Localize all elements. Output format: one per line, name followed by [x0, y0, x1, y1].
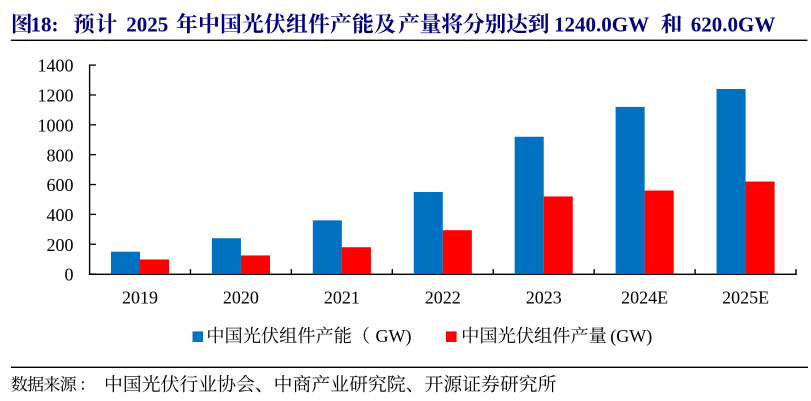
svg-text:2023: 2023 [526, 287, 562, 307]
svg-text:18:: 18: [31, 13, 59, 37]
svg-text:2024E: 2024E [621, 287, 668, 307]
svg-text:2019: 2019 [122, 287, 158, 307]
svg-text:0: 0 [65, 265, 74, 285]
svg-text:2022: 2022 [425, 287, 461, 307]
svg-text:1200: 1200 [38, 86, 74, 106]
svg-text:(GW): (GW) [610, 326, 652, 347]
svg-text:200: 200 [47, 235, 74, 255]
svg-text:2020: 2020 [223, 287, 259, 307]
svg-text:2025E: 2025E [722, 287, 769, 307]
svg-text:2025: 2025 [126, 13, 168, 37]
svg-text:1400: 1400 [38, 56, 74, 76]
svg-text:1000: 1000 [38, 115, 74, 135]
svg-text:620.0GW: 620.0GW [691, 13, 776, 37]
svg-text:800: 800 [47, 145, 74, 165]
svg-text:1240.0GW: 1240.0GW [554, 13, 649, 37]
svg-text:400: 400 [47, 205, 74, 225]
svg-text:2021: 2021 [324, 287, 360, 307]
svg-text:GW): GW) [376, 326, 412, 347]
svg-text:600: 600 [47, 175, 74, 195]
